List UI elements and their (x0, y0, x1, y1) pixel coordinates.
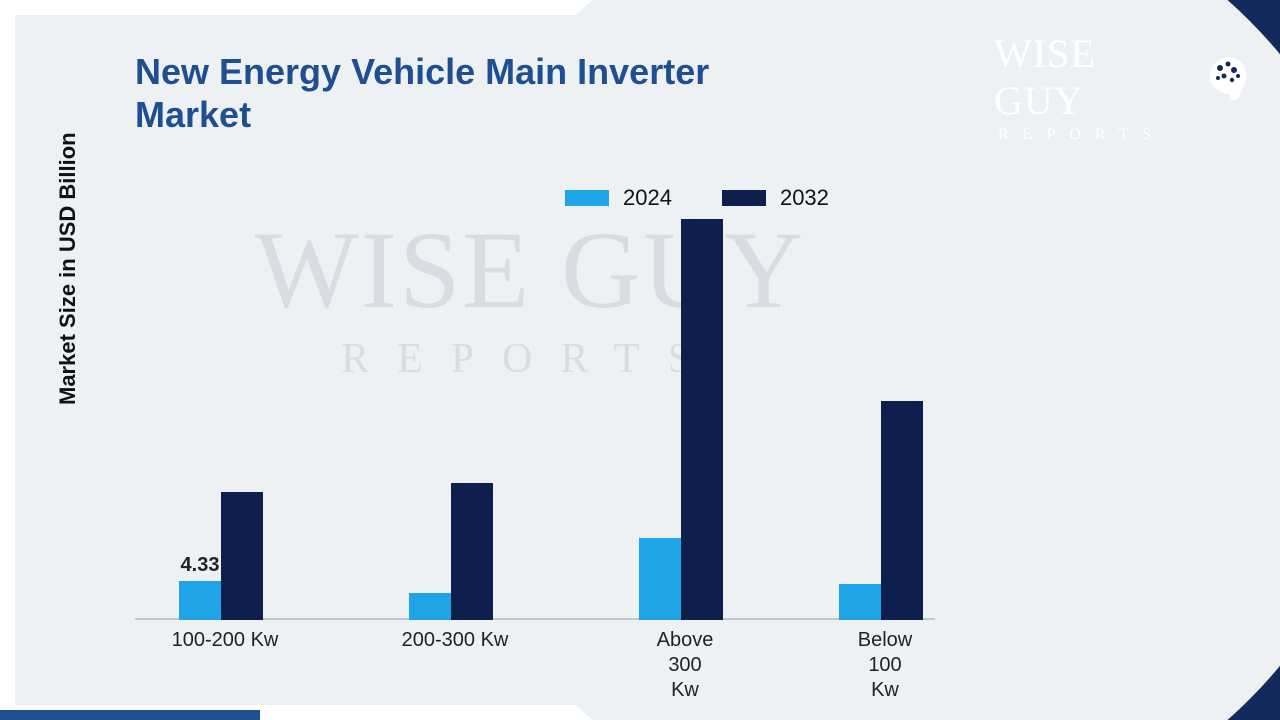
bar (179, 581, 221, 620)
bar (881, 401, 923, 620)
bar (451, 483, 493, 620)
bar (681, 219, 723, 620)
brand-line1: WISE GUY (994, 30, 1254, 124)
legend: 2024 2032 (565, 185, 829, 211)
bar-value-label: 4.33 (181, 554, 220, 577)
bar (839, 584, 881, 620)
legend-item-2024: 2024 (565, 185, 672, 211)
head-icon (1200, 50, 1254, 104)
y-axis-label: Market Size in USD Billion (55, 132, 81, 405)
plot-area: 100-200 Kw200-300 KwAbove300KwBelow100Kw… (135, 210, 935, 620)
legend-label-2024: 2024 (623, 185, 672, 211)
brand-name-sub: REPORTS (998, 126, 1254, 144)
legend-swatch-2032 (722, 190, 766, 206)
bar (409, 593, 451, 620)
infographic-stage: WISE GUY REPORTS New Energy Vehicle Main… (0, 0, 1280, 720)
legend-swatch-2024 (565, 190, 609, 206)
bar (221, 492, 263, 620)
legend-item-2032: 2032 (722, 185, 829, 211)
bar (639, 538, 681, 620)
x-tick-label: Above300Kw (615, 620, 755, 703)
brand-name-main: WISE GUY (994, 30, 1194, 124)
legend-label-2032: 2032 (780, 185, 829, 211)
bottom-accent-bar (0, 710, 260, 720)
x-tick-label: 100-200 Kw (155, 620, 295, 653)
chart-title: New Energy Vehicle Main Inverter Market (135, 50, 835, 136)
x-tick-label: Below100Kw (815, 620, 955, 703)
x-tick-label: 200-300 Kw (385, 620, 525, 653)
brand-logo: WISE GUY REPORTS (994, 30, 1254, 144)
chart-canvas: WISE GUY REPORTS New Energy Vehicle Main… (15, 15, 965, 705)
